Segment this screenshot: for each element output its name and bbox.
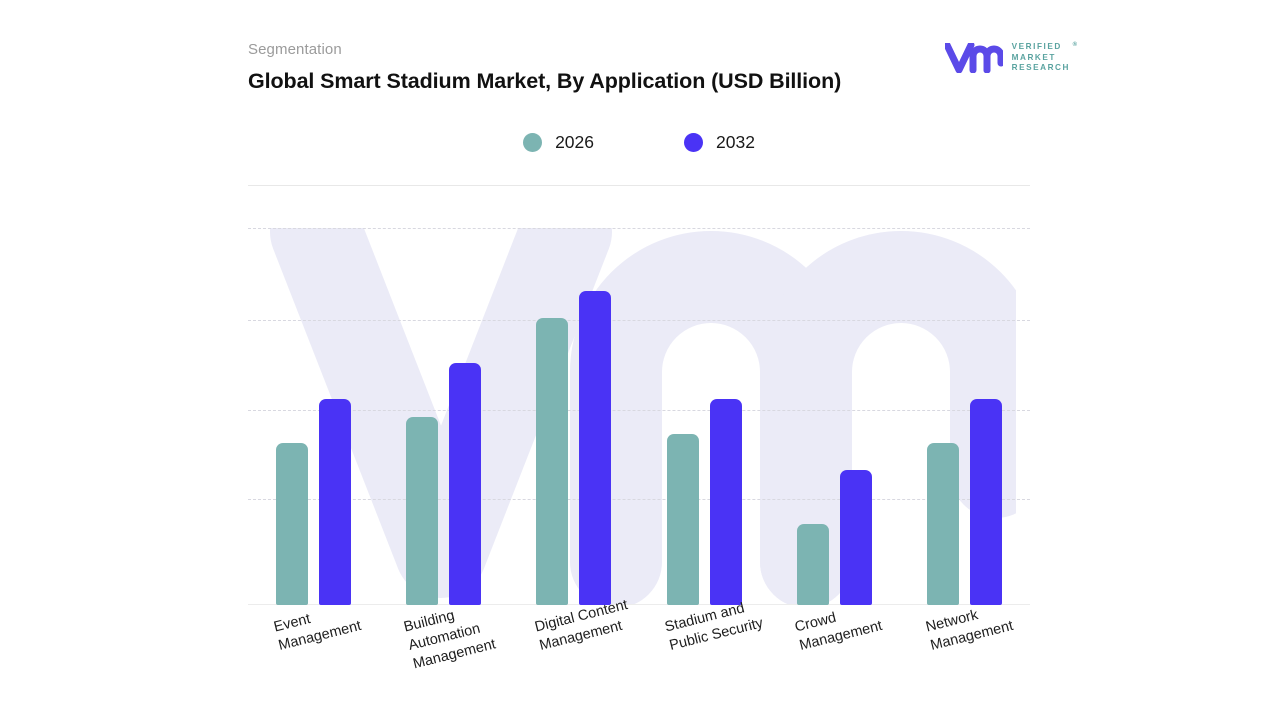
bar-group: [509, 228, 639, 605]
bar-group: [769, 228, 899, 605]
legend-label: 2032: [716, 132, 755, 152]
bar-2032[interactable]: [970, 398, 1003, 605]
legend-swatch-icon: [684, 133, 703, 152]
x-axis-labels: Event Management Building Automation Mana…: [248, 597, 1030, 715]
bar-2032[interactable]: [709, 398, 742, 605]
bar-group: [900, 228, 1030, 605]
legend-item-2032[interactable]: 2032: [684, 132, 755, 153]
logo-line-research: RESEARCH: [1011, 63, 1070, 72]
bar-2026[interactable]: [796, 524, 829, 605]
logo-line-verified: VERIFIED: [1011, 42, 1062, 51]
brand-logo: VERIFIED MARKET RESEARCH ®: [943, 41, 1077, 74]
bar-group: [378, 228, 508, 605]
legend-label: 2026: [555, 132, 594, 152]
chart-header: Segmentation Global Smart Stadium Market…: [248, 40, 1030, 94]
bar-2026[interactable]: [927, 443, 960, 605]
bar-series-container: [248, 228, 1030, 605]
bar-2032[interactable]: [579, 290, 612, 605]
bar-2026[interactable]: [275, 443, 308, 605]
x-axis-label: Crowd Management: [793, 609, 885, 654]
legend-swatch-icon: [523, 133, 543, 152]
x-axis-label: Event Management: [272, 610, 363, 654]
legend-item-2026[interactable]: 2026: [523, 132, 594, 153]
bar-2032[interactable]: [318, 398, 351, 605]
registered-trademark-icon: ®: [1072, 42, 1077, 48]
plot-area: [248, 228, 1030, 605]
gridline: [248, 410, 1030, 411]
header-divider: [248, 185, 1030, 186]
bar-group: [248, 228, 378, 605]
x-axis-label: Stadium and Public Security: [663, 600, 765, 654]
bar-2026[interactable]: [536, 317, 569, 605]
gridline: [248, 320, 1030, 321]
logo-line-market: MARKET: [1011, 52, 1056, 62]
vmr-monogram-icon: [943, 41, 1005, 74]
segmentation-label: Segmentation: [248, 41, 342, 58]
gridline: [248, 499, 1030, 500]
bar-2032[interactable]: [839, 470, 872, 605]
bar-2032[interactable]: [448, 362, 481, 605]
page-title: Global Smart Stadium Market, By Applicat…: [248, 69, 842, 93]
x-axis-label: Network Management: [923, 607, 1015, 654]
bar-2026[interactable]: [405, 416, 438, 605]
axis-baseline: [248, 604, 1030, 605]
bar-2026[interactable]: [666, 434, 699, 605]
bar-group: [639, 228, 769, 605]
brand-logo-text: VERIFIED MARKET RESEARCH ®: [1011, 42, 1077, 74]
x-axis-label: Building Automation Management: [402, 607, 498, 673]
chart-legend: 2026 2032: [248, 132, 1030, 153]
x-axis-label: Digital Content Management: [532, 596, 630, 654]
gridline: [248, 228, 1030, 229]
